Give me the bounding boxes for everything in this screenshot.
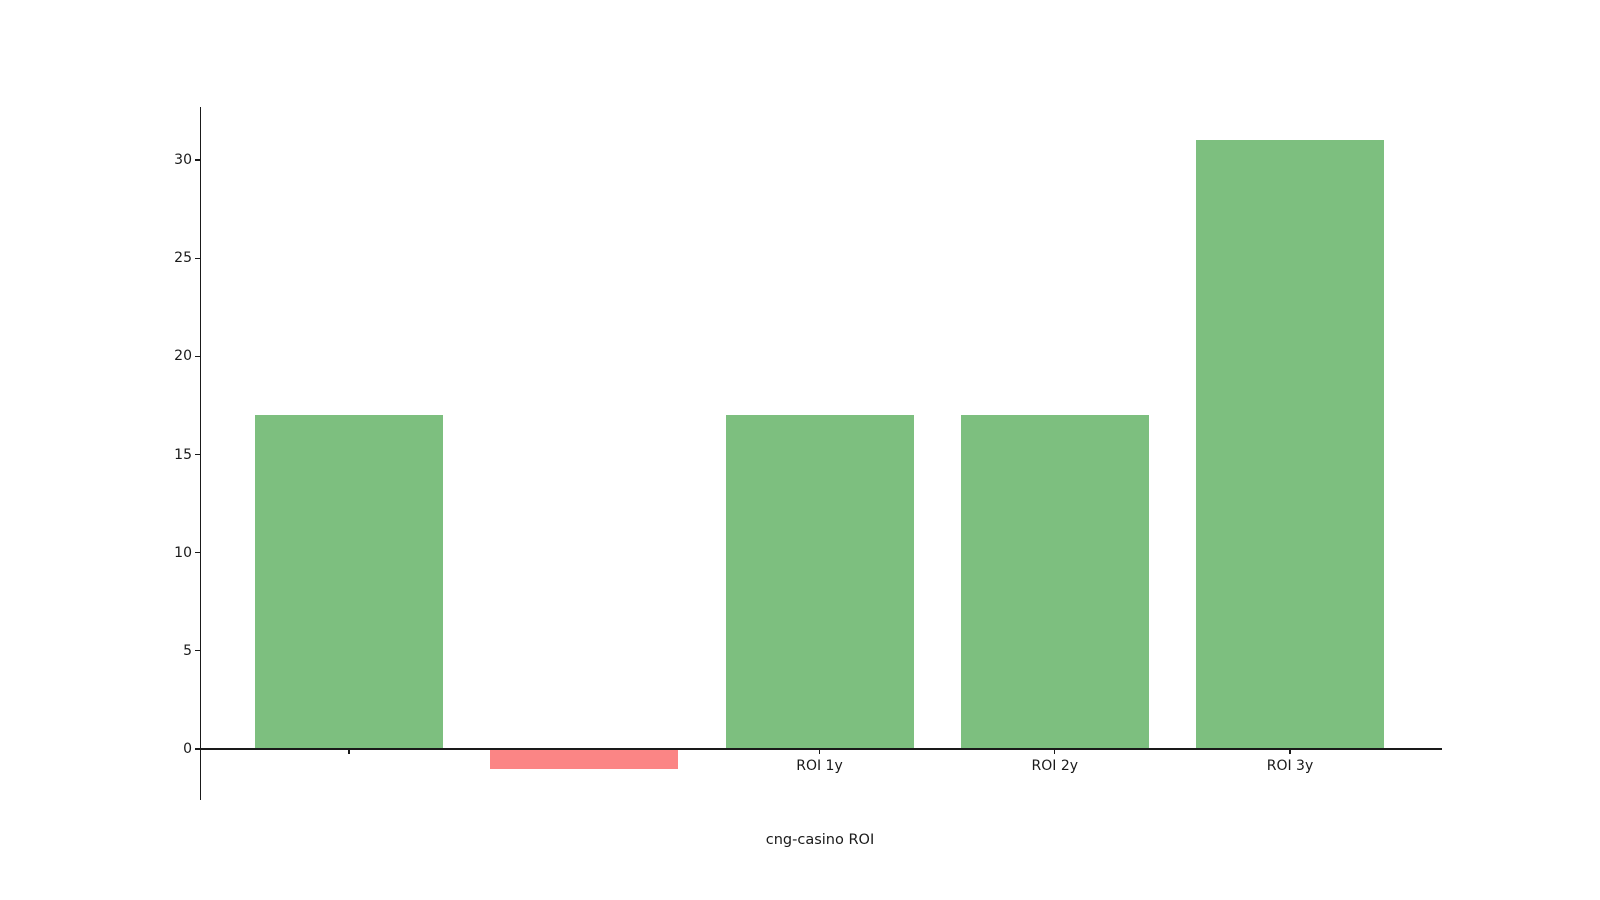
x-axis-tick-label: ROI 2y bbox=[1031, 758, 1079, 774]
y-axis-tick bbox=[195, 453, 200, 456]
x-axis-tick bbox=[348, 749, 350, 754]
chart-xlabel: cng-casino ROI bbox=[765, 832, 875, 848]
x-axis-tick bbox=[1289, 749, 1291, 754]
y-axis-tick-label: 10 bbox=[174, 544, 192, 561]
bar-2 bbox=[490, 748, 679, 769]
y-axis-tick bbox=[195, 650, 200, 652]
x-axis-tick-label: ROI 3y bbox=[1266, 758, 1314, 774]
y-axis-line bbox=[200, 107, 202, 800]
bar-1 bbox=[255, 415, 443, 749]
y-axis-tick-label: 5 bbox=[183, 642, 192, 659]
y-axis-tick bbox=[195, 748, 200, 750]
y-axis-tick bbox=[195, 257, 200, 259]
x-axis-tick bbox=[818, 749, 821, 754]
y-axis-tick bbox=[195, 552, 200, 554]
y-axis-tick-label: 0 bbox=[183, 741, 192, 757]
y-axis-tick-label: 25 bbox=[174, 250, 192, 267]
bar-roi-2y bbox=[960, 415, 1149, 749]
x-axis-tick-label: ROI 1y bbox=[796, 758, 843, 774]
y-axis-tick bbox=[195, 159, 200, 161]
bar-roi-3y bbox=[1196, 140, 1384, 749]
y-axis-tick-label: 15 bbox=[174, 446, 192, 463]
y-axis-tick-label: 30 bbox=[174, 152, 192, 168]
x-axis-tick bbox=[1054, 749, 1056, 754]
y-axis-tick-label: 20 bbox=[174, 348, 192, 365]
bar-roi-1y bbox=[725, 415, 914, 749]
x-axis-line bbox=[200, 748, 1442, 750]
y-axis-tick bbox=[195, 355, 200, 357]
